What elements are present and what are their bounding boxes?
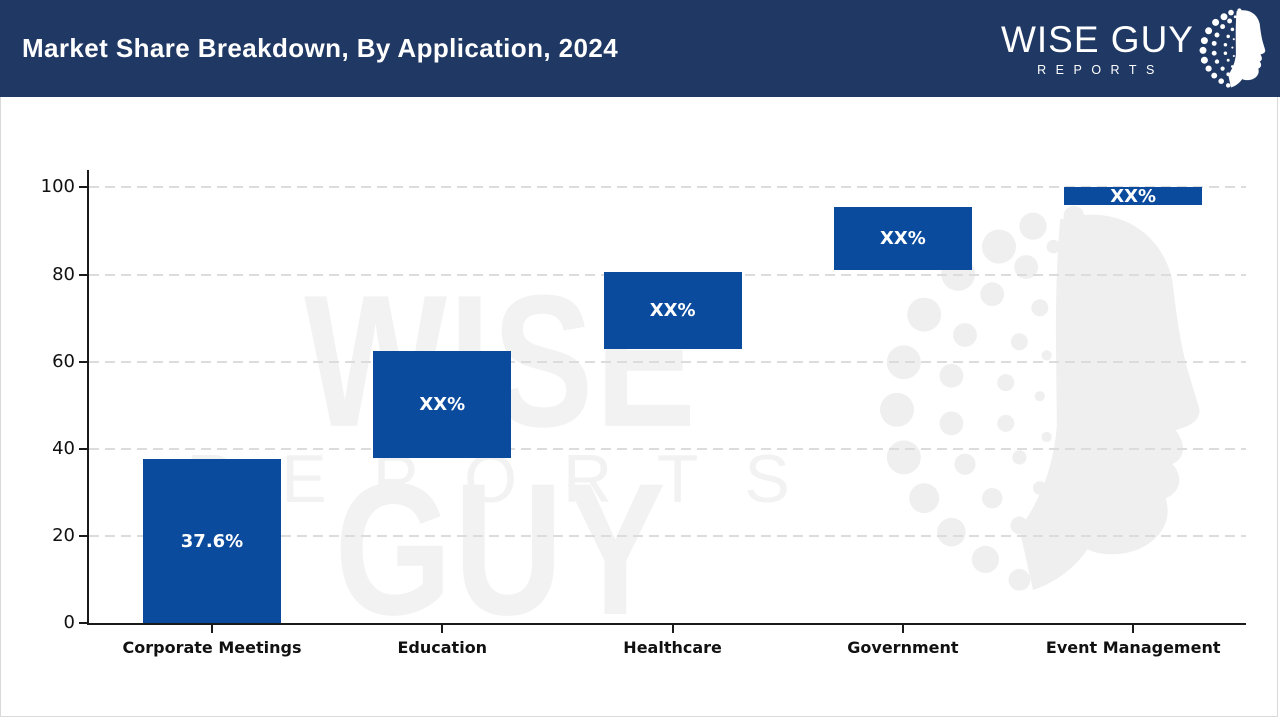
gridline-40 — [89, 447, 1246, 450]
y-axis-spine — [87, 170, 89, 625]
y-tick-label-80: 80 — [52, 263, 75, 285]
logo-subtitle: REPORTS — [1037, 62, 1164, 77]
bar-education: XX% — [373, 351, 512, 459]
x-tick-government — [901, 625, 904, 633]
y-tick-20 — [79, 534, 87, 537]
logo-text: WISE GUY REPORTS — [1001, 21, 1194, 77]
y-tick-80 — [79, 273, 87, 276]
plot-area: 0 20 40 60 80 100 37.6% Corporate Meetings XX% Ed… — [41, 170, 1246, 657]
x-axis-label-corporate-meetings: Corporate Meetings — [122, 638, 302, 657]
bar-value-label: XX% — [649, 299, 696, 321]
bar-value-label: 37.6% — [180, 530, 244, 552]
y-tick-label-0: 0 — [63, 612, 75, 633]
header-bar: Market Share Breakdown, By Application, … — [0, 0, 1280, 97]
logo-wordmark: WISE GUY — [1000, 18, 1194, 60]
gridline-60 — [89, 360, 1246, 363]
y-tick-label-100: 100 — [40, 176, 75, 198]
x-axis-label-healthcare: Healthcare — [623, 638, 722, 657]
y-tick-label-20: 20 — [52, 524, 75, 546]
x-axis-spine — [87, 623, 1246, 625]
bar-event-management: XX% — [1064, 185, 1203, 207]
bar-value-label: XX% — [1110, 185, 1157, 207]
y-tick-label-60: 60 — [52, 350, 75, 372]
y-tick-40 — [79, 447, 87, 450]
bar-healthcare: XX% — [603, 272, 742, 349]
x-axis-label-event-management: Event Management — [1045, 638, 1221, 657]
x-tick-education — [441, 625, 444, 633]
gridline-100 — [89, 186, 1246, 189]
x-tick-corporate-meetings — [211, 625, 213, 633]
page-title: Market Share Breakdown, By Application, … — [22, 33, 619, 63]
y-tick-label-40: 40 — [52, 437, 75, 459]
bar-government: XX% — [833, 207, 972, 271]
y-tick-100 — [79, 186, 87, 189]
x-tick-event-management — [1132, 625, 1135, 633]
gridline-20 — [89, 534, 1246, 537]
x-axis-label-government: Government — [847, 638, 959, 657]
bar-corporate-meetings: 37.6% — [143, 459, 281, 623]
x-axis-label-education: Education — [397, 638, 488, 657]
bar-value-label: XX% — [879, 228, 926, 250]
wise-guy-reports-logo: WISE GUY REPORTS — [1001, 0, 1280, 97]
y-tick-0 — [79, 622, 87, 624]
bar-value-label: XX% — [419, 394, 466, 416]
x-tick-healthcare — [671, 625, 674, 633]
dotted-head-logo-icon — [1196, 7, 1266, 91]
y-tick-60 — [79, 360, 87, 363]
chart-canvas: WISE GUY REPORTS 02040608010037.6%Corpor… — [0, 97, 1278, 717]
